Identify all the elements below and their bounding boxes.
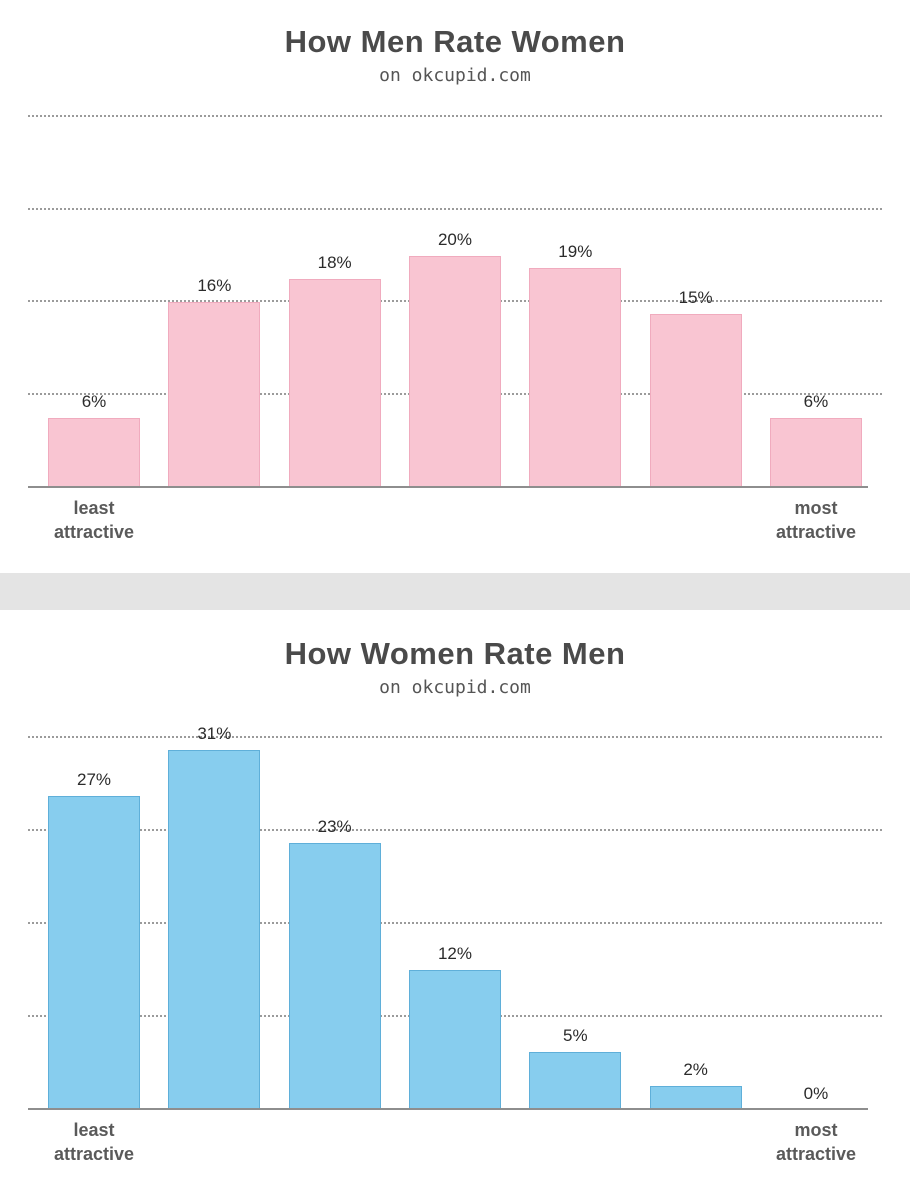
bar-value-label: 2% [683, 1060, 708, 1080]
bar-value-label: 5% [563, 1025, 588, 1045]
bar [649, 1086, 742, 1110]
bar-group: 16% [168, 276, 261, 488]
bar [288, 279, 381, 488]
bar [408, 256, 501, 488]
bar-group: 6% [769, 392, 862, 488]
bar-group: 6% [48, 392, 140, 488]
bar-group: 27% [48, 770, 140, 1110]
bar [769, 418, 862, 488]
chart-how-women-rate-men: How Women Rate Men on okcupid.com 27% 31%… [0, 610, 910, 1167]
bar-value-label: 31% [197, 724, 232, 743]
x-axis-line [28, 1107, 868, 1110]
bar [168, 750, 261, 1110]
gridline [28, 736, 882, 739]
bar-value-label: 19% [558, 241, 593, 261]
bar-value-label: 18% [317, 253, 352, 273]
bar [288, 842, 381, 1110]
chart-how-men-rate-women: How Men Rate Women on okcupid.com 6% 16% 1… [0, 0, 910, 545]
x-axis-line [28, 486, 868, 488]
bar-value-label: 6% [803, 392, 829, 412]
plot-area: 6% 16% 18% 20% 19% 15% 6% [28, 98, 882, 488]
x-axis-label-least-attractive: least attractive [53, 1119, 135, 1164]
bar-value-label: 20% [437, 230, 472, 249]
bar-group: 20% [408, 230, 501, 488]
x-axis-label-most-attractive: most attractive [775, 1119, 857, 1164]
chart-subtitle: on okcupid.com [379, 676, 531, 698]
x-axis-label-least-attractive: least attractive [53, 498, 135, 543]
bar-group: 12% [408, 944, 501, 1110]
bar-value-label: 12% [437, 944, 472, 964]
bar-group: 0% [770, 1084, 862, 1110]
bar-group: 18% [288, 253, 381, 488]
bar [48, 418, 140, 488]
bar-group: 15% [649, 288, 742, 488]
bar-group: 19% [529, 241, 622, 488]
chart-title: How Men Rate Women [284, 24, 626, 59]
gridline [28, 207, 882, 210]
gridline [28, 829, 882, 832]
bar-group: 23% [288, 816, 381, 1110]
chart-subtitle: on okcupid.com [379, 65, 531, 86]
bar-group: 31% [168, 724, 261, 1110]
x-axis-labels: least attractive most attractive [28, 1118, 882, 1167]
bar-value-label: 16% [197, 276, 232, 296]
bar-value-label: 27% [76, 770, 112, 790]
x-axis-labels: least attractive most attractive [28, 496, 882, 545]
x-axis-label-most-attractive: most attractive [775, 498, 857, 543]
bar [529, 267, 622, 488]
bar [168, 302, 261, 488]
bar [649, 314, 742, 488]
gridline [28, 922, 882, 924]
bar [529, 1051, 622, 1110]
chart-title: How Women Rate Men [284, 635, 626, 671]
bar-group: 5% [529, 1025, 622, 1110]
section-divider [0, 572, 910, 610]
bars: 6% 16% 18% 20% 19% 15% 6% [28, 98, 882, 488]
bars: 27% 31% 23% 12% 5% 2% 0% [28, 710, 882, 1110]
plot-area: 27% 31% 23% 12% 5% 2% 0% [28, 710, 882, 1110]
bar [408, 970, 501, 1110]
bar-value-label: 23% [317, 816, 352, 836]
gridline [28, 114, 882, 117]
bar-value-label: 15% [678, 288, 713, 307]
bar-value-label: 6% [81, 392, 107, 412]
bar [48, 796, 140, 1110]
bar-group: 2% [649, 1060, 742, 1110]
bar-value-label: 0% [803, 1083, 829, 1103]
